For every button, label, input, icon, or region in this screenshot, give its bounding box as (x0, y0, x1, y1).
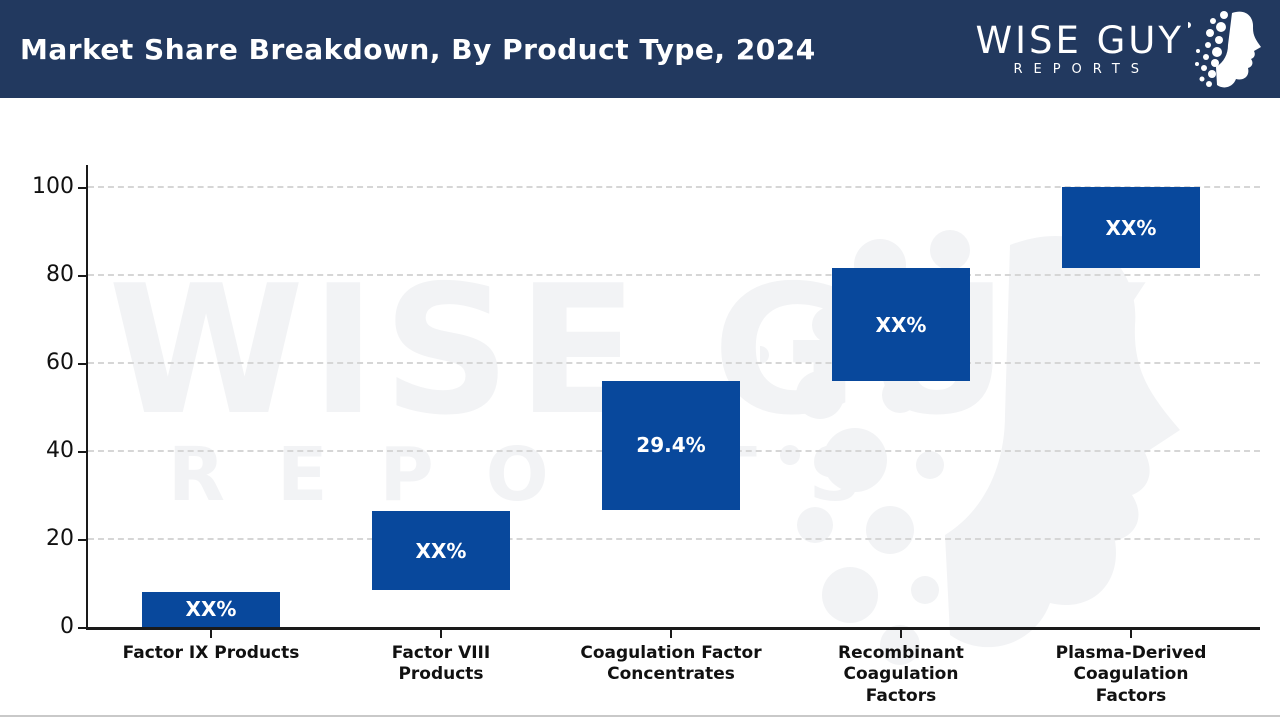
bar-4: XX% (1062, 187, 1200, 269)
wise-guy-reports-logo: WISE GUY REPORTS (976, 7, 1266, 91)
footer-divider (0, 715, 1280, 717)
logo-wise-guy-label: WISE GUY (975, 18, 1184, 62)
x-tick-2 (670, 630, 672, 638)
gridline-100 (88, 186, 1260, 189)
y-tick-label-20: 20 (46, 526, 74, 552)
x-tick-4 (1130, 630, 1132, 638)
x-category-label-0: Factor IX Products (122, 643, 300, 663)
gridline-60 (88, 362, 1260, 365)
y-tick-40 (78, 451, 86, 454)
x-category-label-3: Recombinant Coagulation Factors (838, 643, 964, 706)
y-tick-label-40: 40 (46, 438, 74, 464)
gridline-80 (88, 274, 1260, 277)
chart-plot-area: 0 20 40 60 80 100 XX% Factor IX Products XX% Fact… (0, 98, 1280, 720)
y-tick-100 (78, 187, 86, 190)
logo-reports-label: REPORTS (1013, 61, 1151, 77)
y-tick-label-100: 100 (32, 174, 74, 200)
y-tick-label-0: 0 (60, 614, 74, 639)
y-tick-label-60: 60 (46, 350, 74, 376)
bar-value-label: XX% (185, 597, 237, 622)
gridline-20 (88, 538, 1260, 541)
x-axis-line (86, 627, 1260, 630)
bar-0: XX% (142, 591, 280, 627)
x-category-label-1: Factor VIII Products (391, 643, 491, 685)
bar-1: XX% (372, 510, 510, 591)
bar-value-label: XX% (1105, 215, 1157, 240)
x-tick-1 (440, 630, 442, 638)
bar-2: 29.4% (602, 380, 740, 511)
y-tick-80 (78, 275, 86, 278)
bar-value-label: 29.4% (636, 433, 706, 458)
y-tick-0 (78, 627, 86, 629)
bar-value-label: XX% (415, 538, 467, 563)
y-tick-20 (78, 539, 86, 542)
logo-text: WISE GUY REPORTS (976, 22, 1184, 77)
y-axis-line (86, 165, 88, 629)
page-title: Market Share Breakdown, By Product Type,… (20, 32, 816, 66)
y-tick-label-80: 80 (46, 262, 74, 288)
y-tick-60 (78, 363, 86, 366)
bar-3: XX% (832, 268, 970, 381)
x-tick-3 (900, 630, 902, 638)
x-tick-0 (210, 630, 212, 638)
bar-value-label: XX% (875, 312, 927, 337)
title-bar: Market Share Breakdown, By Product Type,… (0, 0, 1280, 98)
x-category-label-2: Coagulation Factor Concentrates (580, 643, 762, 685)
x-category-label-4: Plasma-Derived Coagulation Factors (1055, 643, 1207, 706)
logo-face-icon (1188, 11, 1261, 88)
